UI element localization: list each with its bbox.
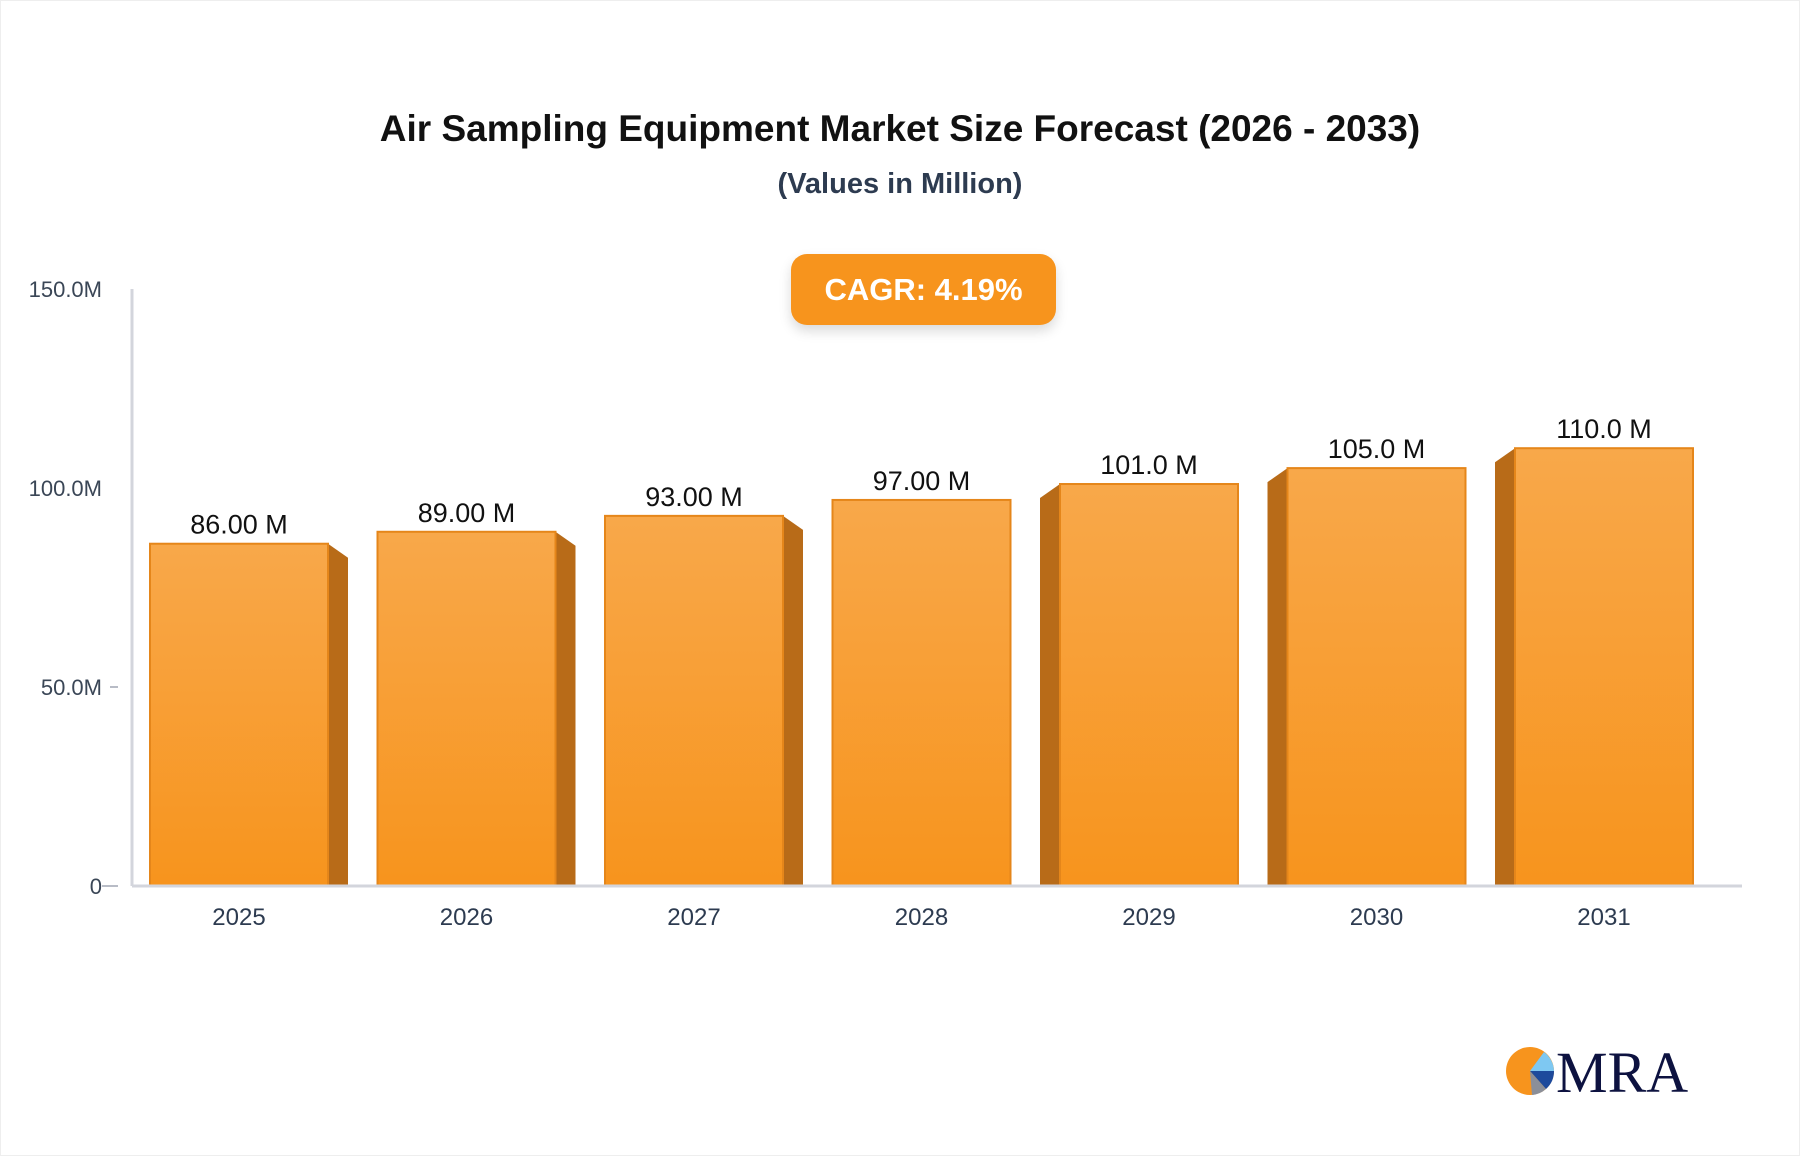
pie-logo-icon: MRA [1506,1040,1688,1100]
y-tick-label: 150.0M [29,277,102,302]
cagr-badge: CAGR: 4.19% [791,254,1056,325]
bar [604,514,784,887]
bar [831,498,1012,887]
data-label: 110.0 M [1556,414,1652,444]
bar-side [1040,484,1060,886]
bar [1286,467,1467,887]
y-tick-label: 0 [90,874,102,899]
x-tick-label: 2027 [667,904,720,931]
bar-side [1495,448,1515,886]
data-label: 97.00 M [873,466,971,496]
bar-side [555,531,576,886]
data-label: 86.00 M [190,510,288,540]
x-tick-label: 2026 [440,904,493,931]
bar-side [1267,468,1288,886]
chart-subtitle: (Values in Million) [777,168,1023,200]
y-tick-label: 50.0M [41,675,102,700]
chart-title: Air Sampling Equipment Market Size Forec… [379,108,1421,149]
x-tick-label: 2029 [1122,904,1175,931]
data-label: 105.0 M [1328,434,1426,464]
logo-text: MRA [1556,1040,1688,1100]
bar-side [328,543,348,886]
bar [1514,447,1694,887]
bar [1059,483,1239,887]
mra-logo: MRA [1504,1040,1704,1100]
data-label: 101.0 M [1100,450,1198,480]
x-tick-label: 2028 [895,904,948,931]
x-tick-label: 2025 [212,904,265,931]
bar [376,530,557,888]
bar [149,542,329,887]
data-label: 93.00 M [645,482,743,512]
x-tick-label: 2031 [1577,904,1630,931]
x-tick-label: 2030 [1350,904,1403,931]
y-tick-label: 100.0M [29,476,102,501]
bar-side [783,515,803,886]
data-label: 89.00 M [418,498,516,528]
